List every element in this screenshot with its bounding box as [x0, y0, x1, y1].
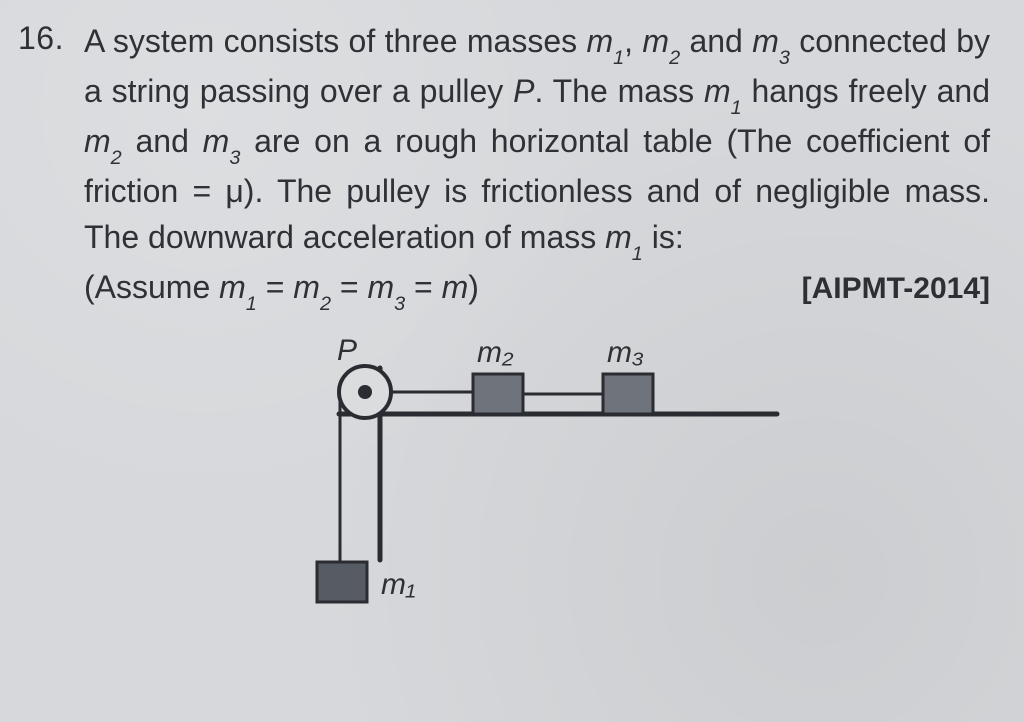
var-m2: m2: [84, 123, 122, 159]
label-m1: m₁: [381, 568, 415, 601]
question-number: 16.: [18, 18, 84, 57]
assume-text: (Assume m1 = m2 = m3 = m): [84, 264, 479, 314]
var-mu: μ: [225, 173, 243, 209]
var-P: P: [513, 73, 534, 109]
question-row: 16. A system consists of three masses m1…: [18, 18, 990, 622]
text-segment: mass: [618, 73, 704, 109]
question-text: A system consists of three masses m1, m2…: [84, 18, 990, 622]
text-segment: ). The pulley is frictionless and of neg…: [244, 173, 891, 209]
var-m2: m2: [642, 23, 680, 59]
var-m1: m1: [704, 73, 742, 109]
var-m3: m3: [752, 23, 790, 59]
block-m2: [473, 374, 523, 414]
text-segment: is:: [643, 219, 684, 255]
text-segment: hangs freely and: [742, 73, 990, 109]
text-segment: A system consists of three masses: [84, 23, 586, 59]
text-segment: and: [122, 123, 203, 159]
text-segment: and: [680, 23, 752, 59]
text-segment: are on a: [240, 123, 381, 159]
source-tag: [AIPMT-2014]: [774, 267, 990, 310]
page: 16. A system consists of three masses m1…: [0, 0, 1024, 722]
physics-diagram: P m₂ m₃ m₁: [277, 322, 797, 622]
label-m2: m₂: [477, 336, 514, 369]
pulley-axle: [358, 385, 372, 399]
text-segment: =: [192, 173, 225, 209]
label-P: P: [337, 334, 357, 367]
var-m3: m3: [203, 123, 241, 159]
text-segment: . The: [534, 73, 607, 109]
var-m1: m1: [605, 219, 643, 255]
var-m1: m1: [586, 23, 624, 59]
assume-source-line: (Assume m1 = m2 = m3 = m) [AIPMT-2014]: [84, 264, 990, 314]
block-m1: [317, 562, 367, 602]
label-m3: m₃: [607, 336, 644, 369]
diagram-container: P m₂ m₃ m₁: [84, 322, 990, 622]
text-segment: ,: [624, 23, 642, 59]
block-m3: [603, 374, 653, 414]
